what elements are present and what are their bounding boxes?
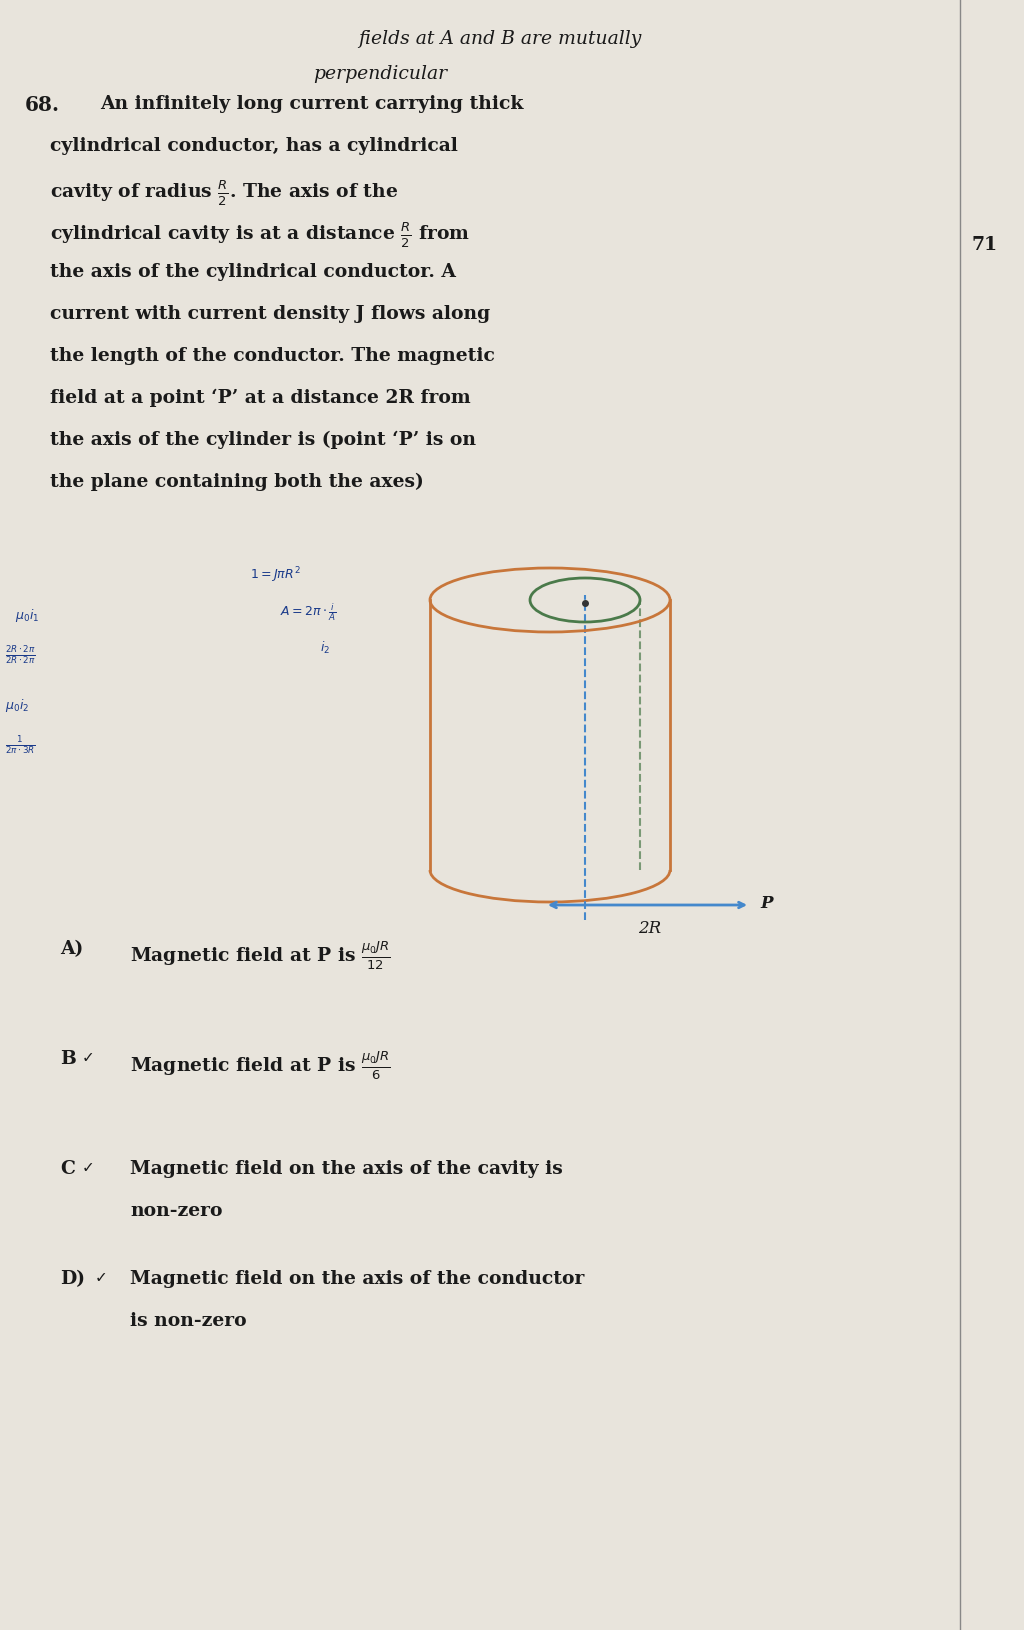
- Text: 68.: 68.: [25, 95, 60, 116]
- Text: non-zero: non-zero: [130, 1201, 222, 1219]
- Text: Magnetic field at P is $\frac{\mu_0 JR}{6}$: Magnetic field at P is $\frac{\mu_0 JR}{…: [130, 1050, 391, 1082]
- Text: current with current density J flows along: current with current density J flows alo…: [50, 305, 490, 323]
- Text: fields at A and B are mutually: fields at A and B are mutually: [358, 29, 642, 47]
- Text: A): A): [60, 941, 83, 958]
- Text: $i_2$: $i_2$: [319, 641, 330, 655]
- Text: Magnetic field on the axis of the conductor: Magnetic field on the axis of the conduc…: [130, 1270, 585, 1288]
- Text: the axis of the cylindrical conductor. A: the axis of the cylindrical conductor. A: [50, 262, 456, 280]
- Text: $1 = J\pi R^2$: $1 = J\pi R^2$: [250, 566, 301, 585]
- Text: the plane containing both the axes): the plane containing both the axes): [50, 473, 424, 491]
- Text: ✓: ✓: [95, 1270, 108, 1284]
- Text: $\mu_0 i_2$: $\mu_0 i_2$: [5, 696, 29, 714]
- Text: C: C: [60, 1161, 75, 1178]
- Text: P: P: [760, 895, 772, 911]
- Text: Magnetic field at P is $\frac{\mu_0 JR}{12}$: Magnetic field at P is $\frac{\mu_0 JR}{…: [130, 941, 391, 971]
- Text: D): D): [60, 1270, 85, 1288]
- Text: cylindrical cavity is at a distance $\frac{R}{2}$ from: cylindrical cavity is at a distance $\fr…: [50, 222, 470, 251]
- Text: $\frac{1}{2\pi \cdot 3R}$: $\frac{1}{2\pi \cdot 3R}$: [5, 734, 35, 756]
- Text: 71: 71: [972, 236, 998, 254]
- Text: the axis of the cylinder is (point ‘P’ is on: the axis of the cylinder is (point ‘P’ i…: [50, 430, 476, 450]
- Text: ✓: ✓: [82, 1161, 95, 1175]
- Text: cylindrical conductor, has a cylindrical: cylindrical conductor, has a cylindrical: [50, 137, 458, 155]
- Text: $A = 2\pi \cdot \frac{i}{A}$: $A = 2\pi \cdot \frac{i}{A}$: [280, 601, 337, 623]
- Text: perpendicular: perpendicular: [313, 65, 447, 83]
- Text: 2R: 2R: [638, 919, 662, 937]
- Text: ✓: ✓: [82, 1050, 95, 1064]
- Text: $\mu_0 i_1$: $\mu_0 i_1$: [15, 606, 39, 624]
- Text: cavity of radius $\frac{R}{2}$. The axis of the: cavity of radius $\frac{R}{2}$. The axis…: [50, 179, 398, 209]
- Text: $\frac{2R \cdot 2\pi}{2R \cdot 2\pi}$: $\frac{2R \cdot 2\pi}{2R \cdot 2\pi}$: [5, 644, 36, 667]
- Text: An infinitely long current carrying thick: An infinitely long current carrying thic…: [100, 95, 523, 112]
- Text: field at a point ‘P’ at a distance 2R from: field at a point ‘P’ at a distance 2R fr…: [50, 390, 471, 408]
- Text: B: B: [60, 1050, 76, 1068]
- Text: the length of the conductor. The magnetic: the length of the conductor. The magneti…: [50, 347, 495, 365]
- Text: is non-zero: is non-zero: [130, 1312, 247, 1330]
- Text: Magnetic field on the axis of the cavity is: Magnetic field on the axis of the cavity…: [130, 1161, 563, 1178]
